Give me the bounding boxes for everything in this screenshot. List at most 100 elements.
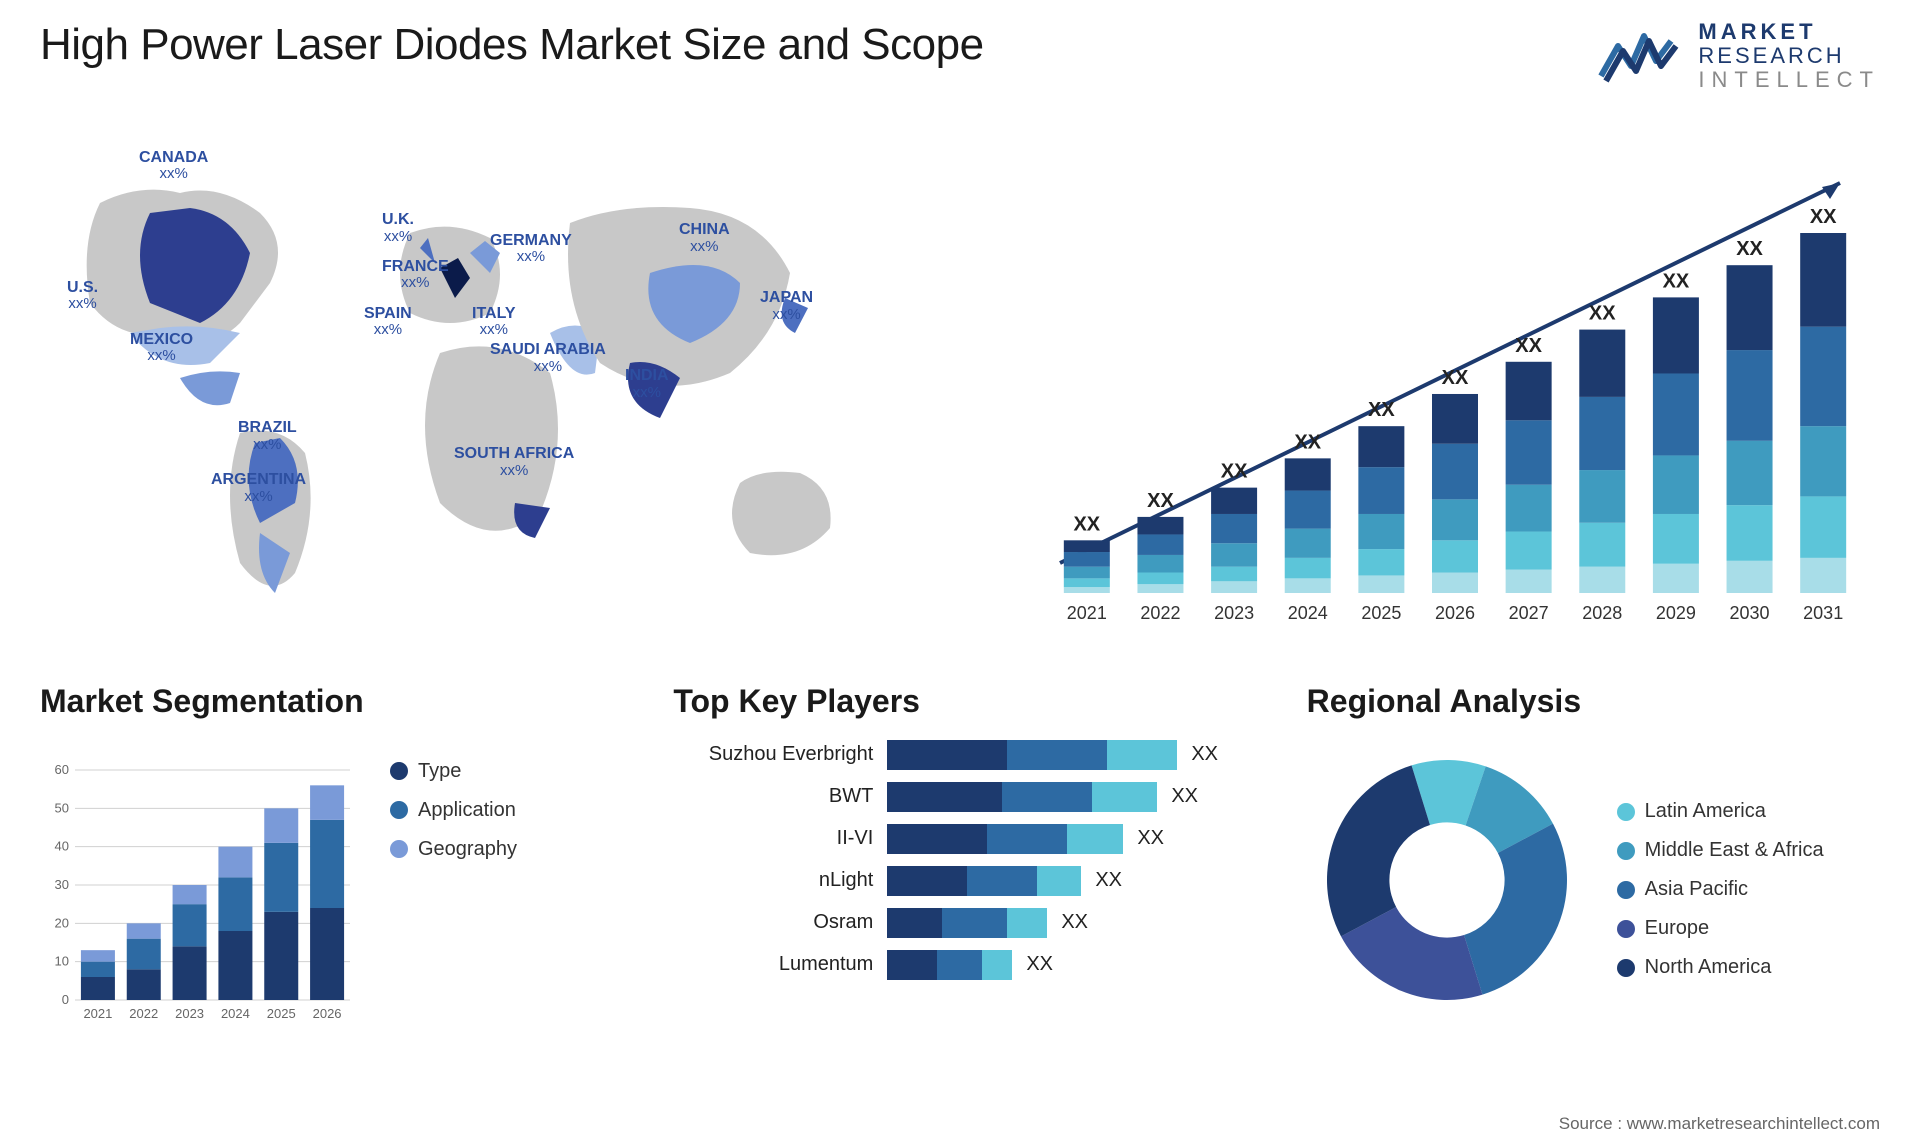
forecast-chart: XX2021XX2022XX2023XX2024XX2025XX2026XX20… (980, 123, 1880, 643)
player-row-bwt: BWT XX (673, 782, 1246, 812)
legend-item-middle-east-africa: Middle East & Africa (1617, 839, 1824, 862)
player-bar (887, 824, 1123, 854)
players-panel: Top Key Players Suzhou Everbright XX BWT XX… (673, 683, 1246, 1030)
svg-text:2025: 2025 (267, 1006, 296, 1021)
player-value: XX (1137, 827, 1164, 850)
player-row-ii-vi: II-VI XX (673, 824, 1246, 854)
page-title: High Power Laser Diodes Market Size and … (40, 20, 984, 70)
svg-text:10: 10 (55, 953, 69, 968)
svg-text:XX: XX (1442, 367, 1469, 389)
legend-item-asia-pacific: Asia Pacific (1617, 878, 1824, 901)
legend-item-europe: Europe (1617, 917, 1824, 940)
players-title: Top Key Players (673, 683, 1246, 720)
svg-text:XX: XX (1368, 399, 1395, 421)
svg-text:XX: XX (1589, 302, 1616, 324)
player-bar (887, 740, 1177, 770)
svg-text:XX: XX (1663, 270, 1690, 292)
svg-text:2024: 2024 (221, 1006, 250, 1021)
map-label-brazil: BRAZILxx% (238, 419, 297, 453)
player-name: Suzhou Everbright (673, 743, 873, 766)
logo-text-1: MARKET (1698, 20, 1880, 44)
svg-text:XX: XX (1073, 513, 1100, 535)
map-svg (40, 123, 940, 643)
legend-item-latin-america: Latin America (1617, 800, 1824, 823)
map-label-italy: ITALYxx% (472, 305, 516, 339)
player-name: II-VI (673, 827, 873, 850)
logo-text-2: RESEARCH (1698, 44, 1880, 68)
svg-text:30: 30 (55, 877, 69, 892)
map-label-mexico: MEXICOxx% (130, 331, 193, 365)
player-row-nlight: nLight XX (673, 866, 1246, 896)
legend-item-application: Application (390, 799, 517, 822)
legend-item-geography: Geography (390, 838, 517, 861)
legend-item-type: Type (390, 760, 517, 783)
legend-item-north-america: North America (1617, 956, 1824, 979)
map-label-u-s-: U.S.xx% (67, 279, 98, 313)
map-label-india: INDIAxx% (625, 367, 669, 401)
segmentation-title: Market Segmentation (40, 683, 613, 720)
svg-text:XX: XX (1221, 460, 1248, 482)
svg-text:2023: 2023 (175, 1006, 204, 1021)
regional-legend: Latin America Middle East & Africa Asia Pa… (1617, 800, 1824, 979)
segmentation-chart: 0 10 20 30 40 50 60 2021 2022 2023 2024 2025 2026 (40, 740, 360, 1030)
segmentation-panel: Market Segmentation 0 10 20 30 40 50 60 2021 202… (40, 683, 613, 1030)
player-name: Osram (673, 911, 873, 934)
svg-text:2026: 2026 (1435, 603, 1475, 623)
map-label-china: CHINAxx% (679, 221, 730, 255)
map-label-japan: JAPANxx% (760, 289, 813, 323)
player-value: XX (1171, 785, 1198, 808)
svg-text:0: 0 (62, 992, 69, 1007)
svg-text:20: 20 (55, 915, 69, 930)
svg-text:2022: 2022 (1140, 603, 1180, 623)
svg-text:2029: 2029 (1656, 603, 1696, 623)
player-value: XX (1095, 869, 1122, 892)
svg-text:XX: XX (1147, 489, 1174, 511)
svg-text:XX: XX (1294, 431, 1321, 453)
source-note: Source : www.marketresearchintellect.com (1559, 1114, 1880, 1134)
player-name: nLight (673, 869, 873, 892)
regional-donut (1307, 740, 1587, 1020)
map-label-france: FRANCExx% (382, 258, 449, 292)
svg-text:2022: 2022 (129, 1006, 158, 1021)
player-value: XX (1191, 743, 1218, 766)
svg-text:XX: XX (1736, 238, 1763, 260)
player-bar (887, 908, 1047, 938)
regional-panel: Regional Analysis Latin America Middle Ea… (1307, 683, 1880, 1030)
svg-text:2023: 2023 (1214, 603, 1254, 623)
logo-icon (1596, 26, 1686, 86)
brand-logo: MARKET RESEARCH INTELLECT (1596, 20, 1880, 93)
map-label-canada: CANADAxx% (139, 149, 208, 183)
player-name: Lumentum (673, 953, 873, 976)
svg-text:2027: 2027 (1509, 603, 1549, 623)
svg-text:40: 40 (55, 838, 69, 853)
svg-text:2028: 2028 (1582, 603, 1622, 623)
svg-text:2031: 2031 (1803, 603, 1843, 623)
player-row-lumentum: Lumentum XX (673, 950, 1246, 980)
map-label-south-africa: SOUTH AFRICAxx% (454, 445, 574, 479)
svg-text:2024: 2024 (1288, 603, 1328, 623)
svg-text:XX: XX (1810, 206, 1837, 228)
map-label-saudi-arabia: SAUDI ARABIAxx% (490, 341, 606, 375)
player-bar (887, 866, 1081, 896)
svg-text:2026: 2026 (313, 1006, 342, 1021)
player-name: BWT (673, 785, 873, 808)
map-label-u-k-: U.K.xx% (382, 211, 414, 245)
player-value: XX (1061, 911, 1088, 934)
player-row-suzhou-everbright: Suzhou Everbright XX (673, 740, 1246, 770)
map-label-spain: SPAINxx% (364, 305, 412, 339)
svg-text:2030: 2030 (1730, 603, 1770, 623)
svg-text:XX: XX (1515, 334, 1542, 356)
svg-text:2021: 2021 (1067, 603, 1107, 623)
svg-text:60: 60 (55, 762, 69, 777)
player-bar (887, 782, 1157, 812)
map-label-argentina: ARGENTINAxx% (211, 471, 306, 505)
svg-text:50: 50 (55, 800, 69, 815)
player-value: XX (1026, 953, 1053, 976)
world-map: CANADAxx% U.S.xx% MEXICOxx% BRAZILxx% ARGENT… (40, 123, 940, 643)
player-bar (887, 950, 1012, 980)
player-row-osram: Osram XX (673, 908, 1246, 938)
segmentation-legend: Type Application Geography (390, 760, 517, 861)
regional-title: Regional Analysis (1307, 683, 1880, 720)
map-label-germany: GERMANYxx% (490, 232, 572, 266)
svg-text:2021: 2021 (83, 1006, 112, 1021)
